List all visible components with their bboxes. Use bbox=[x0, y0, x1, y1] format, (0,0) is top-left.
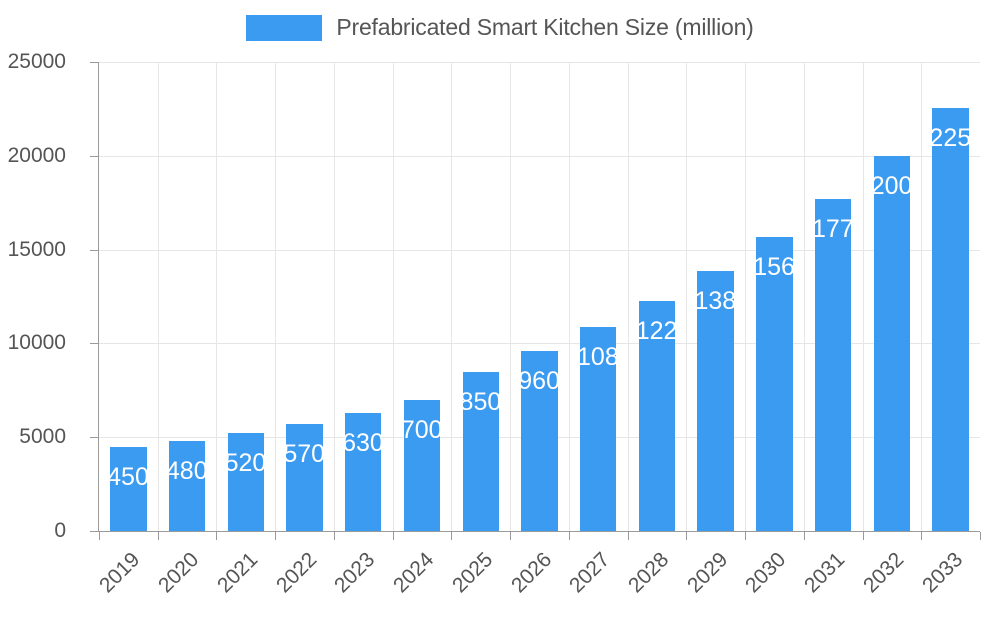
x-axis-line bbox=[98, 531, 980, 532]
gridline-vertical bbox=[745, 62, 746, 531]
bar-value-label: 22550 bbox=[932, 125, 969, 151]
plot-area: 0 5000 10000 15000 20000 25000 4500 4800 5200 57… bbox=[8, 50, 981, 597]
bar-2020[interactable]: 4800 bbox=[168, 62, 206, 531]
bar-2025[interactable]: 8500 bbox=[462, 62, 499, 531]
gridline-vertical bbox=[334, 62, 335, 531]
bar-rect[interactable] bbox=[580, 327, 617, 531]
x-tick-mark bbox=[628, 532, 629, 540]
bar-rect[interactable] bbox=[932, 107, 969, 531]
bar-value-label: 9600 bbox=[521, 368, 558, 394]
bar-rect[interactable] bbox=[110, 446, 147, 531]
y-tick-label: 15000 bbox=[7, 237, 66, 261]
y-tick-mark bbox=[90, 155, 99, 157]
bar-value-label: 7000 bbox=[403, 417, 441, 443]
bar-2026[interactable]: 9600 bbox=[521, 62, 558, 531]
x-tick-mark bbox=[686, 532, 687, 540]
bar-value-label: 4800 bbox=[168, 458, 206, 484]
x-tick-mark bbox=[745, 532, 746, 540]
y-tick-mark bbox=[90, 437, 99, 439]
bar-value-label: 4500 bbox=[110, 464, 147, 490]
y-tick-label: 10000 bbox=[7, 331, 66, 355]
x-tick-mark bbox=[393, 532, 394, 540]
gridline-horizontal bbox=[99, 62, 980, 63]
bar-2027[interactable]: 10850 bbox=[580, 62, 617, 531]
gridline-horizontal bbox=[99, 343, 980, 345]
bar-rect[interactable] bbox=[756, 237, 793, 531]
bar-rect[interactable] bbox=[168, 440, 206, 531]
x-tick-mark bbox=[510, 532, 511, 540]
bar-rect[interactable] bbox=[814, 198, 852, 531]
x-tick-mark bbox=[216, 532, 217, 540]
gridline-vertical bbox=[804, 62, 805, 531]
bar-rect[interactable] bbox=[286, 424, 323, 531]
bar-value-label: 5700 bbox=[286, 442, 323, 468]
chart-legend: Prefabricated Smart Kitchen Size (millio… bbox=[0, 14, 1000, 41]
x-tick-mark bbox=[275, 532, 276, 540]
bar-2021[interactable]: 5200 bbox=[227, 62, 265, 531]
bar-rect[interactable] bbox=[638, 301, 676, 531]
bar-value-label: 20000 bbox=[873, 173, 911, 199]
gridline-vertical bbox=[451, 62, 452, 531]
gridline-vertical bbox=[510, 62, 511, 531]
bar-2022[interactable]: 5700 bbox=[286, 62, 323, 531]
bar-rect[interactable] bbox=[227, 433, 265, 531]
x-tick-mark bbox=[334, 532, 335, 540]
legend-label: Prefabricated Smart Kitchen Size (millio… bbox=[336, 14, 754, 40]
bar-rect[interactable] bbox=[403, 399, 441, 531]
y-tick-mark bbox=[90, 531, 99, 532]
gridline-vertical bbox=[686, 62, 687, 531]
bar-rect[interactable] bbox=[873, 155, 911, 531]
y-tick-label: 5000 bbox=[19, 425, 66, 449]
gridline-vertical bbox=[216, 62, 217, 531]
gridline-vertical bbox=[569, 62, 570, 531]
gridline-vertical bbox=[863, 62, 864, 531]
gridline-vertical bbox=[628, 62, 629, 531]
bar-2033[interactable]: 22550 bbox=[932, 62, 969, 531]
y-tick-label: 0 bbox=[54, 519, 66, 542]
y-tick-label: 25000 bbox=[7, 50, 66, 73]
bar-value-label: 12250 bbox=[638, 319, 676, 345]
gridline-horizontal bbox=[99, 249, 980, 251]
bar-chart: Prefabricated Smart Kitchen Size (millio… bbox=[0, 14, 1000, 598]
bar-rect[interactable] bbox=[345, 412, 382, 531]
bar-2032[interactable]: 20000 bbox=[873, 62, 911, 531]
gridline-vertical bbox=[921, 62, 922, 531]
x-tick-mark bbox=[980, 532, 981, 540]
bar-rect[interactable] bbox=[462, 371, 499, 531]
bar-2028[interactable]: 12250 bbox=[638, 62, 676, 531]
bar-rect[interactable] bbox=[697, 271, 734, 531]
x-tick-mark bbox=[451, 532, 452, 540]
y-tick-mark bbox=[90, 62, 99, 63]
bar-2031[interactable]: 17700 bbox=[814, 62, 852, 531]
x-tick-mark bbox=[863, 532, 864, 540]
bar-value-label: 17700 bbox=[814, 216, 852, 242]
bar-value-label: 5200 bbox=[227, 451, 265, 477]
bar-2023[interactable]: 6300 bbox=[345, 62, 382, 531]
gridline-vertical bbox=[158, 62, 159, 531]
bar-2019[interactable]: 4500 bbox=[110, 62, 147, 531]
bar-value-label: 15650 bbox=[756, 255, 793, 281]
bar-rect[interactable] bbox=[521, 350, 558, 531]
x-tick-mark bbox=[569, 532, 570, 540]
legend-color-swatch[interactable] bbox=[246, 14, 323, 41]
bar-value-label: 6300 bbox=[345, 430, 382, 456]
x-tick-mark bbox=[804, 532, 805, 540]
bar-2029[interactable]: 13850 bbox=[697, 62, 734, 531]
bar-value-label: 13850 bbox=[697, 289, 734, 315]
gridline-horizontal bbox=[99, 155, 980, 157]
y-tick-mark bbox=[90, 249, 99, 251]
bar-value-label: 10850 bbox=[580, 345, 617, 371]
bar-2024[interactable]: 7000 bbox=[403, 62, 441, 531]
y-tick-mark bbox=[90, 343, 99, 345]
x-tick-mark bbox=[99, 532, 100, 540]
bar-value-label: 8500 bbox=[462, 389, 499, 415]
gridline-vertical bbox=[275, 62, 276, 531]
x-tick-mark bbox=[921, 532, 922, 540]
gridline-vertical bbox=[393, 62, 394, 531]
y-tick-label: 20000 bbox=[7, 143, 66, 167]
y-axis-line bbox=[98, 62, 99, 531]
x-tick-mark bbox=[158, 532, 159, 540]
bar-2030[interactable]: 15650 bbox=[756, 62, 793, 531]
